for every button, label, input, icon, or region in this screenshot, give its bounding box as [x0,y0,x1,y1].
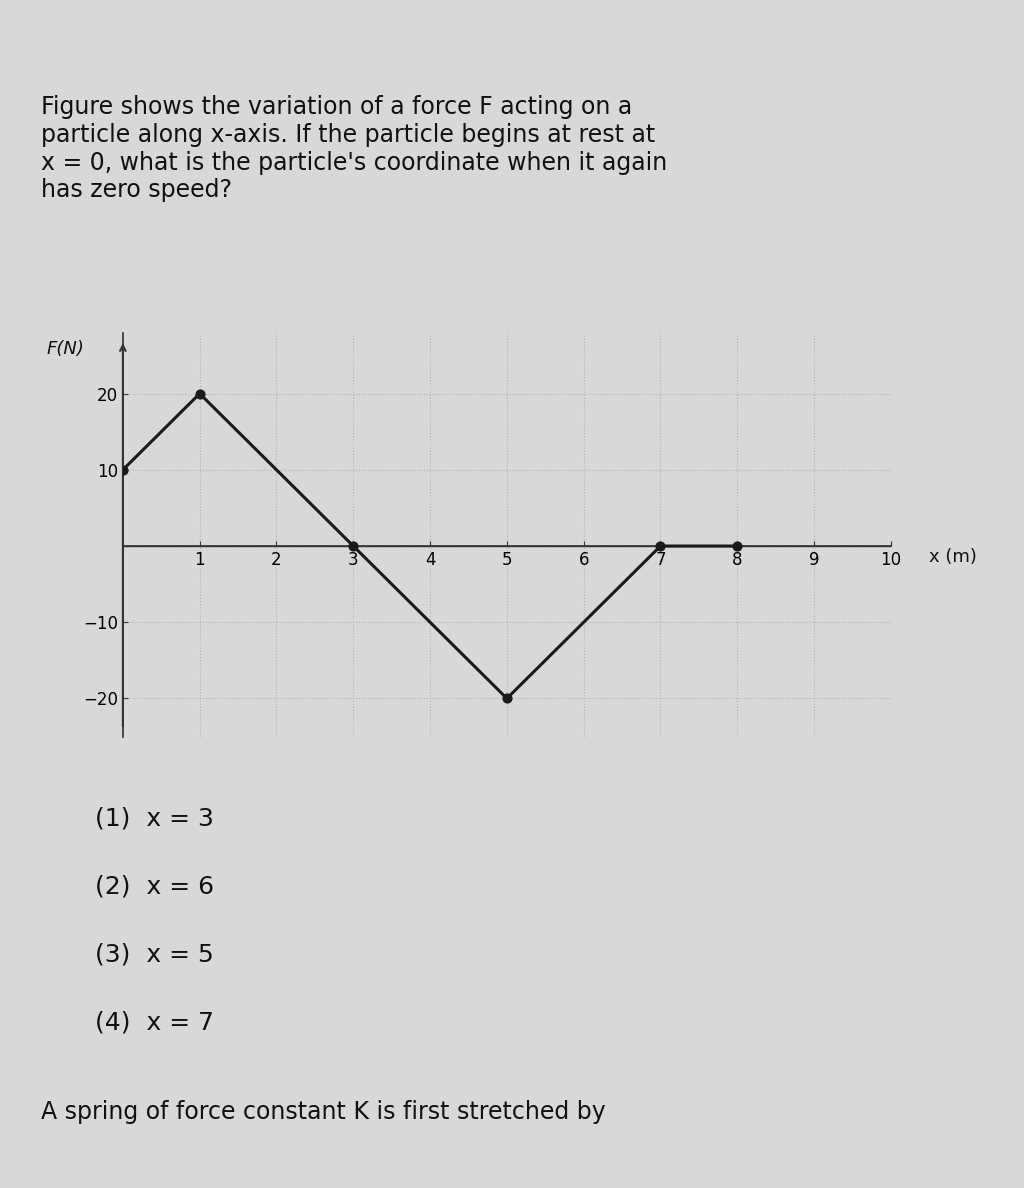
Point [652,537,669,556]
Point [499,689,515,708]
Point [191,384,208,403]
Text: F(N): F(N) [47,340,84,359]
Text: A spring of force constant K is first stretched by: A spring of force constant K is first st… [41,1100,606,1124]
Text: (1)  x = 3: (1) x = 3 [94,807,214,830]
Point [729,537,745,556]
Text: Figure shows the variation of a force F acting on a
particle along x-axis. If th: Figure shows the variation of a force F … [41,95,668,202]
Point [115,460,131,479]
Text: x (m): x (m) [930,549,977,567]
Text: (2)  x = 6: (2) x = 6 [94,874,214,898]
Text: (4)  x = 7: (4) x = 7 [94,1011,214,1035]
Text: (3)  x = 5: (3) x = 5 [94,942,213,967]
Point [345,537,361,556]
